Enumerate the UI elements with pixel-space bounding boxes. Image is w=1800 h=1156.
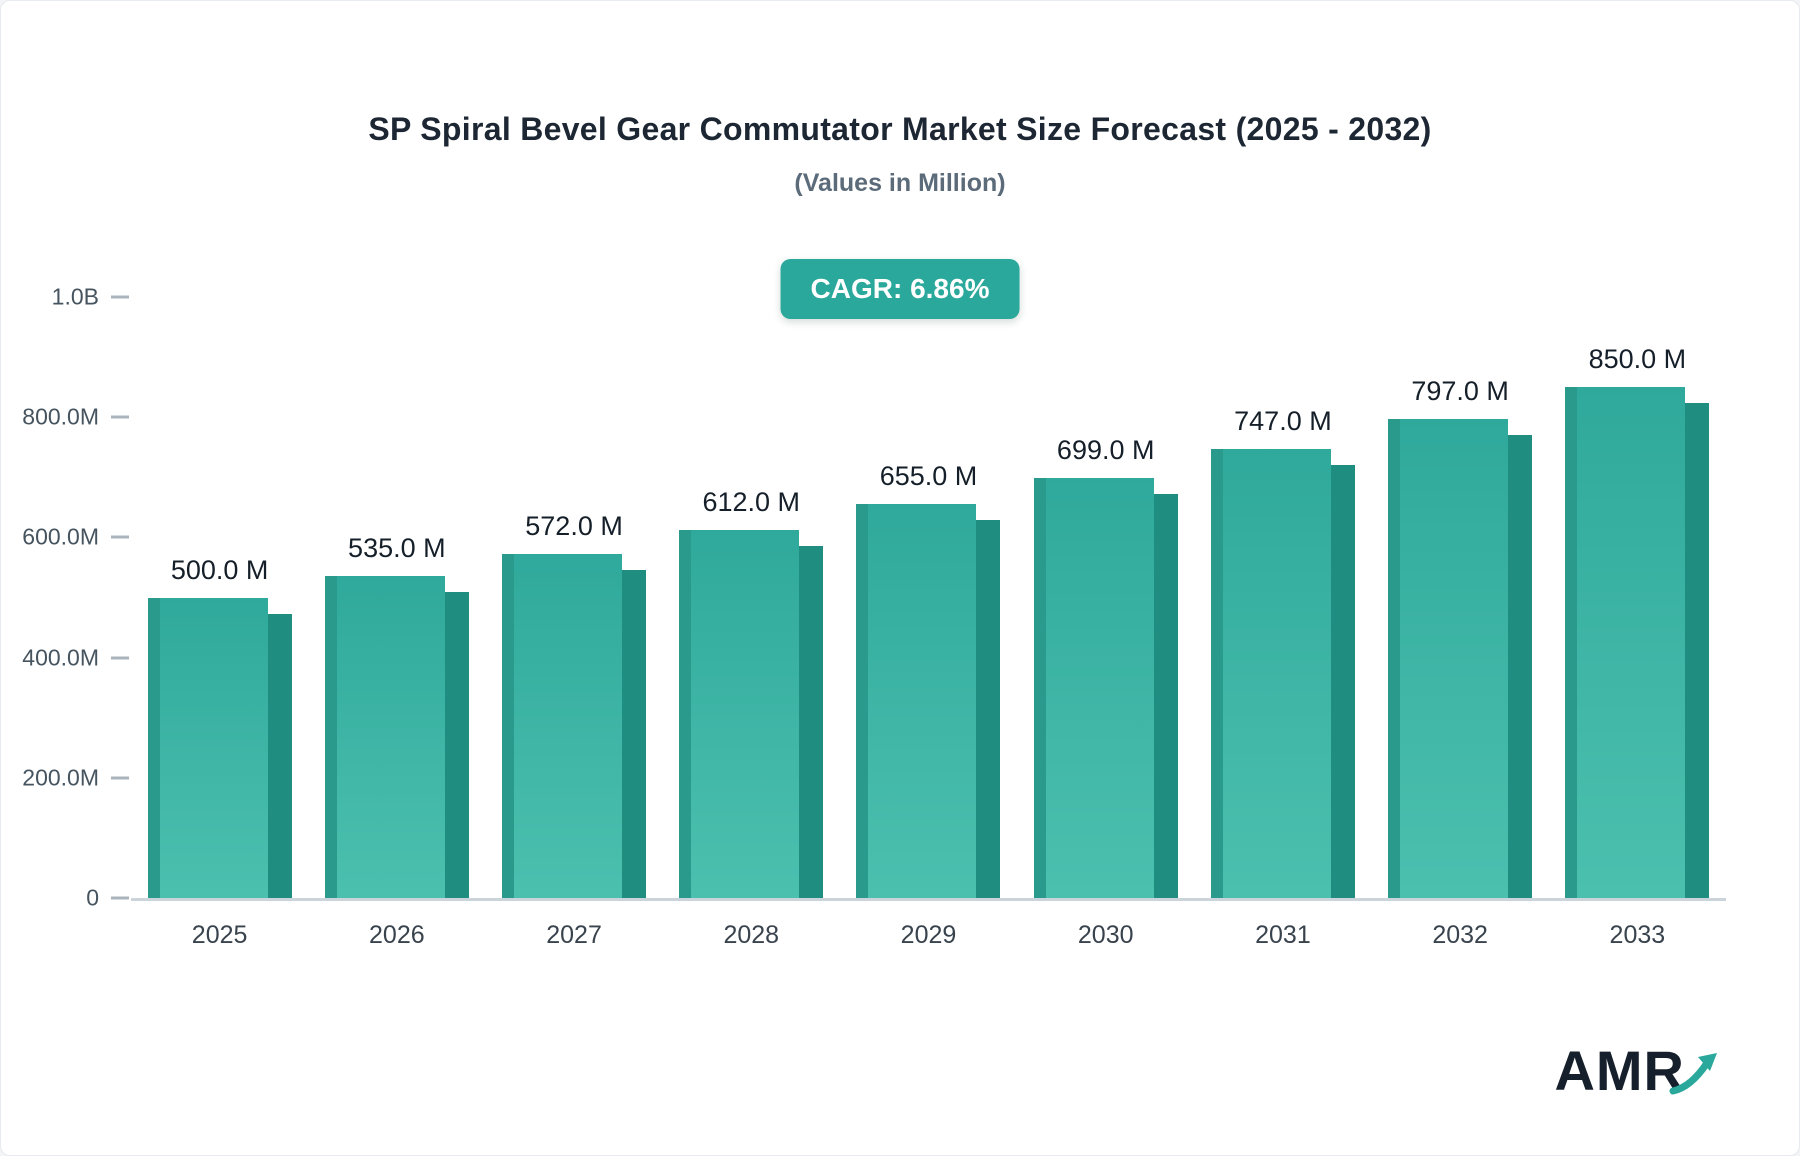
- bar: [324, 576, 469, 898]
- bar-value-label: 850.0 M: [1588, 344, 1687, 375]
- bar: [1565, 387, 1710, 898]
- bar-front-face: [147, 597, 268, 898]
- y-axis-tick: 0: [86, 885, 131, 912]
- bar-value-label: 655.0 M: [879, 461, 978, 492]
- bar-group: 655.0 M 2029: [840, 297, 1017, 949]
- bar-front-face: [679, 530, 800, 898]
- x-axis-label: 2027: [546, 921, 602, 949]
- bar-value-label: 699.0 M: [1056, 434, 1155, 465]
- x-axis-label: 2029: [900, 921, 957, 949]
- bar: [1033, 477, 1178, 898]
- logo-text: AMR: [1554, 1039, 1685, 1102]
- bar-group: 500.0 M 2025: [131, 297, 308, 949]
- bar-side-face: [1508, 435, 1533, 898]
- bar-side-face: [1153, 493, 1178, 898]
- bar: [856, 504, 1001, 898]
- bar-value-label: 535.0 M: [348, 533, 446, 564]
- bar: [1210, 449, 1355, 898]
- bar-front-face: [856, 504, 977, 898]
- y-axis-tick-mark: [111, 415, 129, 419]
- x-axis-label: 2032: [1432, 921, 1488, 949]
- y-axis-tick: 800.0M: [22, 404, 131, 431]
- y-axis-tick-mark: [111, 295, 129, 299]
- cagr-badge: CAGR: 6.86%: [780, 259, 1020, 319]
- y-axis-tick-label: 1.0B: [51, 283, 99, 310]
- y-axis-tick-mark: [111, 656, 129, 660]
- y-axis-tick-label: 400.0M: [22, 644, 99, 671]
- bar-value-label: 572.0 M: [525, 511, 623, 542]
- bar-group: 572.0 M 2027: [486, 297, 663, 949]
- x-axis-label: 2033: [1609, 921, 1666, 949]
- bar-side-face: [1330, 465, 1355, 898]
- y-axis-tick-mark: [111, 535, 129, 539]
- bar-value-label: 612.0 M: [702, 487, 801, 518]
- bar-group: 699.0 M 2030: [1017, 297, 1194, 949]
- bar-side-face: [622, 570, 647, 898]
- bar-group: 612.0 M 2028: [663, 297, 840, 949]
- x-axis-label: 2028: [723, 921, 780, 949]
- y-axis-tick-mark: [111, 776, 129, 780]
- page-title: SP Spiral Bevel Gear Commutator Market S…: [368, 111, 1432, 147]
- bar-front-face: [1210, 449, 1331, 898]
- bar-chart: 0 200.0M 400.0M 600.0M 800.0M 1.0B 500.0 M 202…: [22, 284, 1726, 949]
- bar: [147, 597, 292, 898]
- x-axis-label: 2025: [191, 921, 248, 949]
- bar: [679, 530, 824, 898]
- bar-front-face: [502, 554, 623, 898]
- bar-value-label: 797.0 M: [1411, 376, 1509, 407]
- y-axis-tick: 400.0M: [22, 644, 131, 671]
- bar-side-face: [976, 520, 1001, 898]
- bar-front-face: [1388, 419, 1509, 898]
- y-axis-tick-label: 600.0M: [22, 523, 99, 550]
- y-axis-tick: 600.0M: [22, 524, 131, 551]
- bar: [502, 554, 647, 898]
- y-axis-tick: 1.0B: [52, 284, 131, 311]
- y-axis-tick-label: 800.0M: [22, 403, 99, 430]
- x-axis-label: 2026: [369, 921, 425, 949]
- bars: 500.0 M 2025 535.0 M 2026 572.0 M 2027 612.0 M…: [131, 297, 1726, 949]
- y-axis-tick-mark: [111, 896, 129, 900]
- bar-side-face: [1685, 403, 1710, 898]
- y-axis-tick: 200.0M: [22, 764, 131, 791]
- bar-value-label: 747.0 M: [1234, 406, 1332, 437]
- bar-front-face: [324, 576, 445, 898]
- bar-group: 797.0 M 2032: [1372, 297, 1549, 949]
- bar-side-face: [444, 592, 469, 898]
- bar-front-face: [1033, 477, 1154, 898]
- page-subtitle: (Values in Million): [794, 169, 1006, 197]
- bar-side-face: [799, 546, 824, 898]
- x-axis-label: 2031: [1255, 921, 1311, 949]
- logo: AMR: [1554, 1038, 1721, 1103]
- logo-arrow-icon: [1669, 1052, 1717, 1094]
- y-axis-tick-label: 0: [86, 884, 99, 911]
- bar-group: 747.0 M 2031: [1194, 297, 1371, 949]
- x-axis-label: 2030: [1077, 921, 1134, 949]
- bar-group: 850.0 M 2033: [1549, 297, 1726, 949]
- bar-front-face: [1565, 387, 1686, 898]
- y-axis-tick-label: 200.0M: [22, 764, 99, 791]
- bar-group: 535.0 M 2026: [308, 297, 485, 949]
- bar: [1388, 419, 1533, 898]
- bar-side-face: [267, 613, 292, 898]
- bar-value-label: 500.0 M: [170, 554, 269, 585]
